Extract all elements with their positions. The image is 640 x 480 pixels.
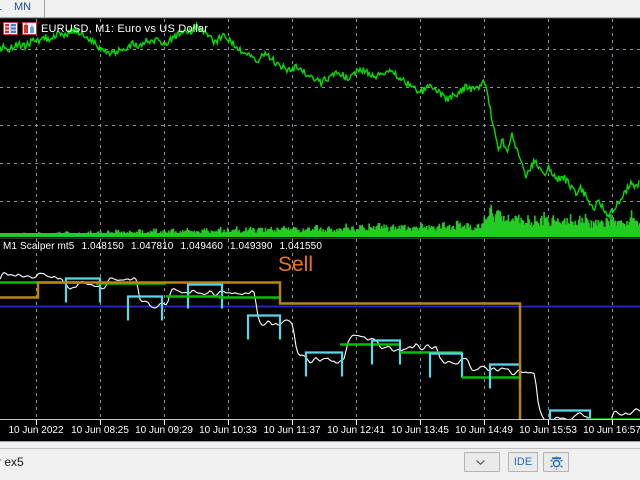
price-panel[interactable]: EURUSD, M1: Euro vs US Dollar <box>0 19 640 237</box>
time-axis-label: 10 Jun 16:57 <box>583 425 640 436</box>
price-grid <box>0 19 640 237</box>
chart-frame[interactable]: EURUSD, M1: Euro vs US Dollar M1 Scalper… <box>0 18 640 441</box>
chevron-down-icon <box>476 460 485 465</box>
time-axis-label: 10 Jun 11:37 <box>263 425 321 436</box>
time-tick <box>100 420 101 425</box>
time-axis-label: 10 Jun 08:25 <box>71 425 129 436</box>
status-dropdown[interactable] <box>464 452 500 472</box>
indicator-value-2: 1.049460 <box>180 241 223 252</box>
time-tick <box>164 420 165 425</box>
timeframe-button-m1[interactable]: 1 <box>0 1 2 13</box>
time-axis-label: 10 Jun 12:41 <box>327 425 385 436</box>
time-tick <box>420 420 421 425</box>
chart-bars-icon <box>22 22 37 35</box>
status-bar: r ex5 IDE <box>0 441 640 480</box>
time-axis-label: 10 Jun 2022 <box>8 425 64 436</box>
time-tick <box>292 420 293 425</box>
chart-list-icon <box>3 22 18 35</box>
indicator-value-0: 1.048150 <box>81 241 124 252</box>
time-axis-panel: 10 Jun 2022 10 Jun 08:25 10 Jun 09:29 10 Ju… <box>0 419 640 441</box>
price-series <box>0 20 640 237</box>
indicator-series <box>0 271 640 420</box>
indicator-grid <box>36 239 613 420</box>
time-axis-label: 10 Jun 10:33 <box>199 425 257 436</box>
time-axis-label: 10 Jun 13:45 <box>391 425 449 436</box>
time-axis-label: 10 Jun 09:29 <box>135 425 193 436</box>
time-tick <box>36 420 37 425</box>
status-file-label: r ex5 <box>0 455 24 469</box>
timeframe-button-mn[interactable]: MN <box>14 1 32 13</box>
top-toolbar: 1 MN <box>0 0 640 18</box>
settings-button[interactable] <box>543 452 569 472</box>
time-tick <box>548 420 549 425</box>
time-tick <box>612 420 613 425</box>
time-tick <box>484 420 485 425</box>
chart-title: EURUSD, M1: Euro vs US Dollar <box>41 22 209 35</box>
indicator-name: M1 Scalper mt5 <box>3 241 75 252</box>
chart-title-row: EURUSD, M1: Euro vs US Dollar <box>3 22 208 35</box>
indicator-value-3: 1.049390 <box>229 241 273 252</box>
time-axis-label: 10 Jun 14:49 <box>455 425 513 436</box>
time-axis-label: 10 Jun 15:53 <box>519 425 577 436</box>
indicator-panel[interactable]: M1 Scalper mt5 1.048150 1.047810 1.049460 1.… <box>0 238 640 420</box>
ide-button[interactable]: IDE <box>508 452 538 472</box>
time-axis: 10 Jun 2022 10 Jun 08:25 10 Jun 09:29 10 Ju… <box>0 420 640 441</box>
time-tick <box>356 420 357 425</box>
toolbar-separator <box>44 0 45 17</box>
time-tick <box>228 420 229 425</box>
indicator-value-4: 1.041550 <box>279 241 323 252</box>
indicator-label: M1 Scalper mt5 1.048150 1.047810 1.049460 1.… <box>3 241 322 252</box>
gear-icon <box>550 456 563 470</box>
status-divider <box>0 448 640 449</box>
sell-signal-label: Sell <box>278 253 314 276</box>
toolbar-empty-area <box>45 0 640 17</box>
indicator-value-1: 1.047810 <box>130 241 174 252</box>
